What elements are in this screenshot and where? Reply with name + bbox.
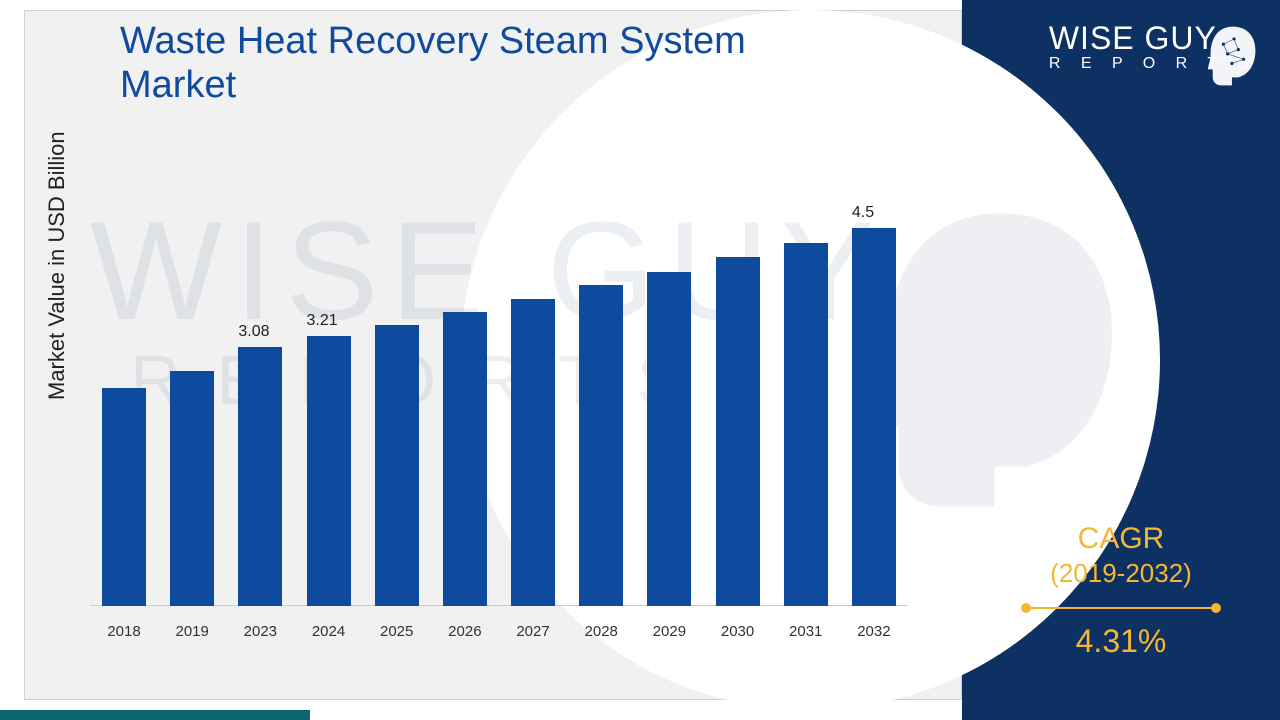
brand-logo: WISE GUY R E P O R T S	[1049, 20, 1256, 73]
bar-slot: 3.08	[230, 347, 290, 606]
bar	[647, 272, 691, 606]
x-axis-labels: 2018 2019 2023 2024 2025 2026 2027 2028 2029 2030…	[94, 623, 904, 640]
bar-slot	[94, 388, 154, 606]
bar-value-label: 4.5	[852, 204, 874, 222]
bars-container: 3.083.214.5	[94, 160, 904, 606]
logo-head-icon	[1204, 24, 1262, 88]
bar-slot	[639, 272, 699, 606]
bar	[170, 371, 214, 606]
bar	[375, 325, 419, 606]
x-axis-tick-label: 2026	[435, 623, 495, 640]
bar	[238, 347, 282, 606]
bar-slot	[776, 243, 836, 606]
x-axis-tick-label: 2028	[571, 623, 631, 640]
bar	[784, 243, 828, 606]
cagr-divider	[1026, 607, 1216, 609]
bar-value-label: 3.21	[307, 312, 338, 330]
y-axis-label: Market Value in USD Billion	[44, 131, 70, 400]
chart-area: 3.083.214.5 2018201920232024202520262027…	[94, 160, 904, 640]
accent-strip	[0, 710, 310, 720]
x-axis-tick-label: 2025	[367, 623, 427, 640]
x-axis-tick-label: 2030	[708, 623, 768, 640]
bar-slot	[708, 257, 768, 606]
bar-slot	[503, 299, 563, 606]
x-axis-tick-label: 2027	[503, 623, 563, 640]
cagr-value: 4.31%	[1002, 623, 1240, 660]
x-axis-tick-label: 2029	[639, 623, 699, 640]
cagr-label: CAGR	[1002, 522, 1240, 556]
cagr-years: (2019-2032)	[1002, 558, 1240, 589]
bar	[443, 312, 487, 606]
bar-slot: 3.21	[299, 336, 359, 606]
bar-slot	[571, 285, 631, 606]
bar-slot	[367, 325, 427, 606]
x-axis-tick-label: 2031	[776, 623, 836, 640]
x-axis-tick-label: 2019	[162, 623, 222, 640]
bar	[579, 285, 623, 606]
chart-title: Waste Heat Recovery Steam System Market	[120, 20, 860, 107]
cagr-block: CAGR (2019-2032) 4.31%	[1002, 522, 1240, 660]
bar	[852, 228, 896, 606]
bar	[511, 299, 555, 606]
bar-slot: 4.5	[844, 228, 904, 606]
bar	[102, 388, 146, 606]
bar	[307, 336, 351, 606]
x-axis-tick-label: 2023	[230, 623, 290, 640]
bar-slot	[435, 312, 495, 606]
bar-slot	[162, 371, 222, 606]
bar	[716, 257, 760, 606]
x-axis-tick-label: 2024	[299, 623, 359, 640]
bar-value-label: 3.08	[238, 323, 269, 341]
x-axis-tick-label: 2018	[94, 623, 154, 640]
x-axis-tick-label: 2032	[844, 623, 904, 640]
